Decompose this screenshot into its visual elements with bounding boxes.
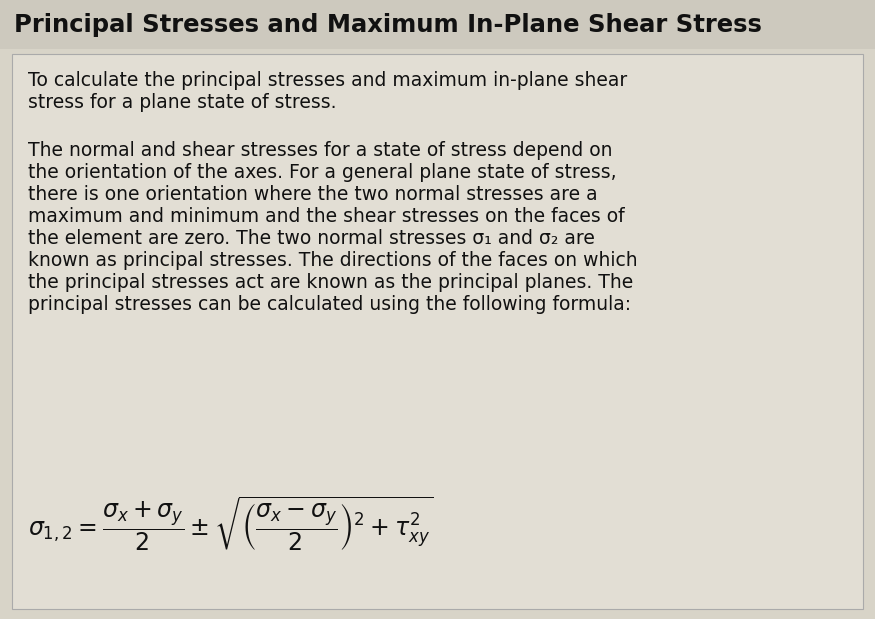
Text: To calculate the principal stresses and maximum in-plane shear: To calculate the principal stresses and … (28, 71, 627, 90)
Text: the principal stresses act are known as the principal planes. The: the principal stresses act are known as … (28, 273, 634, 292)
FancyBboxPatch shape (0, 0, 875, 49)
FancyBboxPatch shape (12, 54, 863, 609)
Text: the element are zero. The two normal stresses σ₁ and σ₂ are: the element are zero. The two normal str… (28, 229, 595, 248)
Text: the orientation of the axes. For a general plane state of stress,: the orientation of the axes. For a gener… (28, 163, 617, 182)
Text: Principal Stresses and Maximum In-Plane Shear Stress: Principal Stresses and Maximum In-Plane … (14, 13, 762, 37)
Text: stress for a plane state of stress.: stress for a plane state of stress. (28, 93, 337, 112)
Text: The normal and shear stresses for a state of stress depend on: The normal and shear stresses for a stat… (28, 141, 612, 160)
Text: maximum and minimum and the shear stresses on the faces of: maximum and minimum and the shear stress… (28, 207, 625, 226)
Text: there is one orientation where the two normal stresses are a: there is one orientation where the two n… (28, 185, 598, 204)
Text: $\sigma_{1,2} = \dfrac{\sigma_x + \sigma_y}{2} \pm \sqrt{\left(\dfrac{\sigma_x -: $\sigma_{1,2} = \dfrac{\sigma_x + \sigma… (28, 495, 433, 553)
Text: principal stresses can be calculated using the following formula:: principal stresses can be calculated usi… (28, 295, 631, 314)
Text: known as principal stresses. The directions of the faces on which: known as principal stresses. The directi… (28, 251, 638, 270)
